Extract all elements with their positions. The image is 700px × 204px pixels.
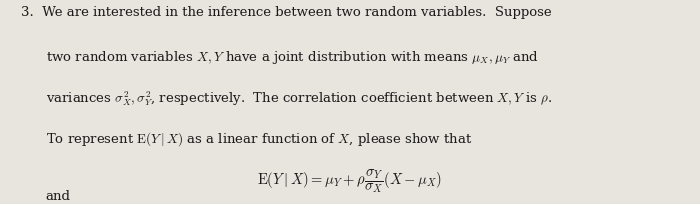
Text: 3.  We are interested in the inference between two random variables.  Suppose: 3. We are interested in the inference be… [21,6,552,19]
Text: and: and [46,190,71,203]
Text: variances $\sigma^2_X, \sigma^2_Y$, respectively.  The correlation coefficient b: variances $\sigma^2_X, \sigma^2_Y$, resp… [46,90,552,109]
Text: $\mathrm{E}(Y \mid X) = \mu_Y + \rho\dfrac{\sigma_Y}{\sigma_X}(X - \mu_X)$: $\mathrm{E}(Y \mid X) = \mu_Y + \rho\dfr… [258,167,442,195]
Text: two random variables $X, Y$ have a joint distribution with means $\mu_X, \mu_Y$ : two random variables $X, Y$ have a joint… [46,49,538,66]
Text: To represent $\mathrm{E}(Y \mid X)$ as a linear function of $X$, please show tha: To represent $\mathrm{E}(Y \mid X)$ as a… [46,131,472,148]
